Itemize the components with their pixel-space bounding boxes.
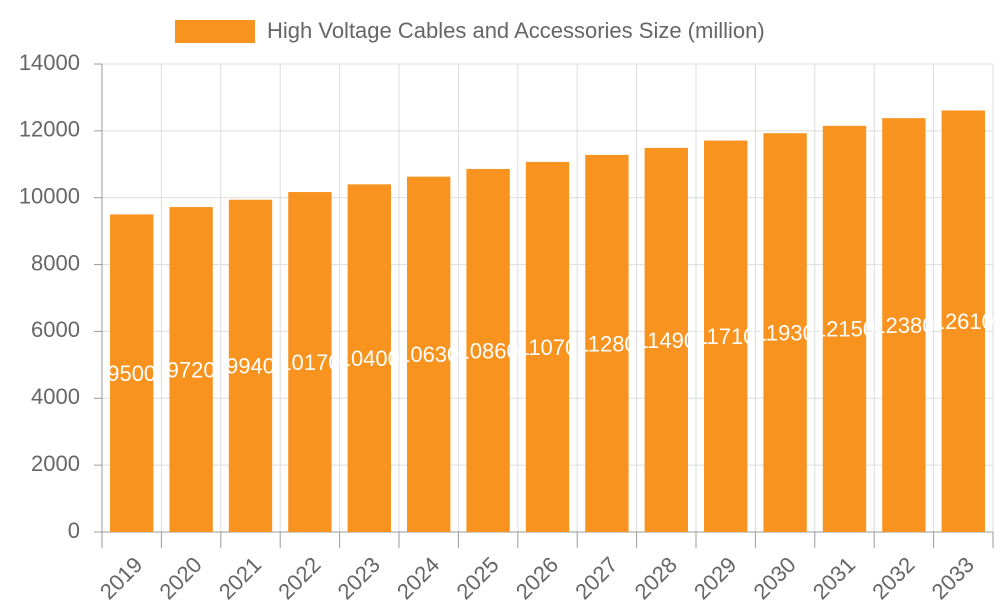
x-tick-label: 2027 (570, 552, 622, 600)
x-tick-label: 2023 (333, 552, 385, 600)
bar (882, 118, 926, 532)
bar (228, 199, 273, 532)
x-tick-label: 2020 (154, 552, 206, 600)
bar (288, 192, 332, 532)
bar (407, 176, 451, 532)
data-label: 10400 (339, 346, 400, 371)
data-label: 10860 (458, 338, 519, 363)
data-label: 12380 (873, 313, 934, 338)
data-label: 9720 (167, 357, 216, 382)
data-label: 10170 (279, 350, 340, 375)
y-tick-label: 2000 (31, 451, 80, 476)
y-tick-label: 6000 (31, 317, 80, 342)
bar (585, 154, 629, 532)
x-tick-label: 2024 (392, 552, 444, 600)
y-tick-label: 14000 (19, 50, 80, 75)
data-label: 10630 (398, 342, 459, 367)
bar (941, 110, 985, 533)
bar (347, 184, 391, 533)
bar (704, 140, 748, 532)
bar (169, 207, 213, 532)
x-tick-label: 2025 (451, 552, 503, 600)
data-label: 11490 (637, 328, 697, 353)
bar (525, 161, 570, 532)
legend-swatch (175, 20, 255, 43)
x-tick-label: 2022 (273, 552, 325, 600)
x-tick-label: 2021 (214, 552, 266, 600)
x-tick-label: 2030 (748, 552, 800, 600)
data-label: 9500 (107, 361, 156, 386)
bar (110, 214, 154, 532)
data-label: 11280 (577, 331, 637, 356)
bar (644, 147, 688, 533)
data-label: 11070 (518, 335, 578, 360)
legend-label: High Voltage Cables and Accessories Size… (267, 18, 765, 43)
y-tick-label: 4000 (31, 384, 80, 409)
x-tick-label: 2019 (95, 552, 147, 600)
bar (822, 125, 867, 532)
x-tick-label: 2033 (927, 552, 979, 600)
x-tick-label: 2029 (689, 552, 741, 600)
data-label: 11930 (755, 320, 815, 345)
y-tick-label: 12000 (19, 117, 80, 142)
bar (763, 133, 807, 532)
data-label: 12610 (933, 309, 994, 334)
y-tick-label: 0 (68, 518, 80, 543)
data-label: 11710 (696, 324, 756, 349)
x-tick-label: 2031 (808, 552, 860, 600)
x-tick-label: 2032 (867, 552, 919, 600)
y-tick-label: 10000 (19, 184, 80, 209)
x-tick-label: 2026 (511, 552, 563, 600)
bar (466, 168, 510, 533)
data-label: 9940 (226, 354, 275, 379)
x-tick-label: 2028 (630, 552, 682, 600)
data-label: 12150 (814, 317, 875, 342)
y-tick-label: 8000 (31, 250, 80, 275)
